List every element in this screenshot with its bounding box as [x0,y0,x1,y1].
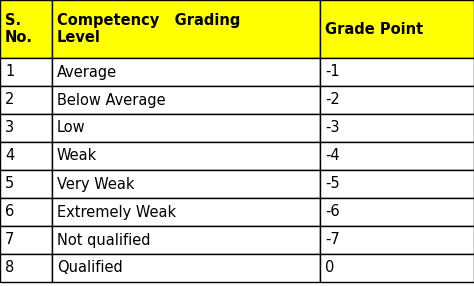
Bar [320,198,474,226]
Text: Average: Average [57,65,117,80]
Text: 3: 3 [5,120,14,136]
Text: Low: Low [57,120,86,136]
Text: 8: 8 [5,261,14,275]
Text: 1: 1 [5,65,14,80]
Bar [52,58,320,86]
Text: Weak: Weak [57,148,97,164]
Bar [0,226,52,254]
Bar [52,226,320,254]
Text: Very Weak: Very Weak [57,176,135,192]
Text: -7: -7 [325,233,340,247]
Bar [0,198,52,226]
Text: -3: -3 [325,120,339,136]
Bar [320,226,474,254]
Text: S.
No.: S. No. [5,13,33,45]
Bar [0,114,52,142]
Text: Extremely Weak: Extremely Weak [57,204,176,219]
Text: Competency   Grading
Level: Competency Grading Level [57,13,240,45]
Bar [320,86,474,114]
Text: -6: -6 [325,204,340,219]
Text: 7: 7 [5,233,14,247]
Bar [52,86,320,114]
Text: Below Average: Below Average [57,92,165,108]
Text: -4: -4 [325,148,340,164]
Bar [320,254,474,282]
Bar [52,142,320,170]
Bar [52,114,320,142]
Bar [0,58,52,86]
Bar [52,254,320,282]
Text: 2: 2 [5,92,14,108]
Bar [0,86,52,114]
Text: -5: -5 [325,176,340,192]
Bar [320,170,474,198]
Text: 5: 5 [5,176,14,192]
Bar [52,0,320,58]
Bar [52,170,320,198]
Text: Grade Point: Grade Point [325,21,423,37]
Bar [320,114,474,142]
Bar [0,142,52,170]
Text: -1: -1 [325,65,340,80]
Bar [320,142,474,170]
Bar [52,198,320,226]
Text: 4: 4 [5,148,14,164]
Bar [320,0,474,58]
Text: Not qualified: Not qualified [57,233,151,247]
Bar [0,254,52,282]
Bar [0,170,52,198]
Text: 6: 6 [5,204,14,219]
Text: -2: -2 [325,92,340,108]
Bar [320,58,474,86]
Text: Qualified: Qualified [57,261,123,275]
Bar [0,0,52,58]
Text: 0: 0 [325,261,334,275]
